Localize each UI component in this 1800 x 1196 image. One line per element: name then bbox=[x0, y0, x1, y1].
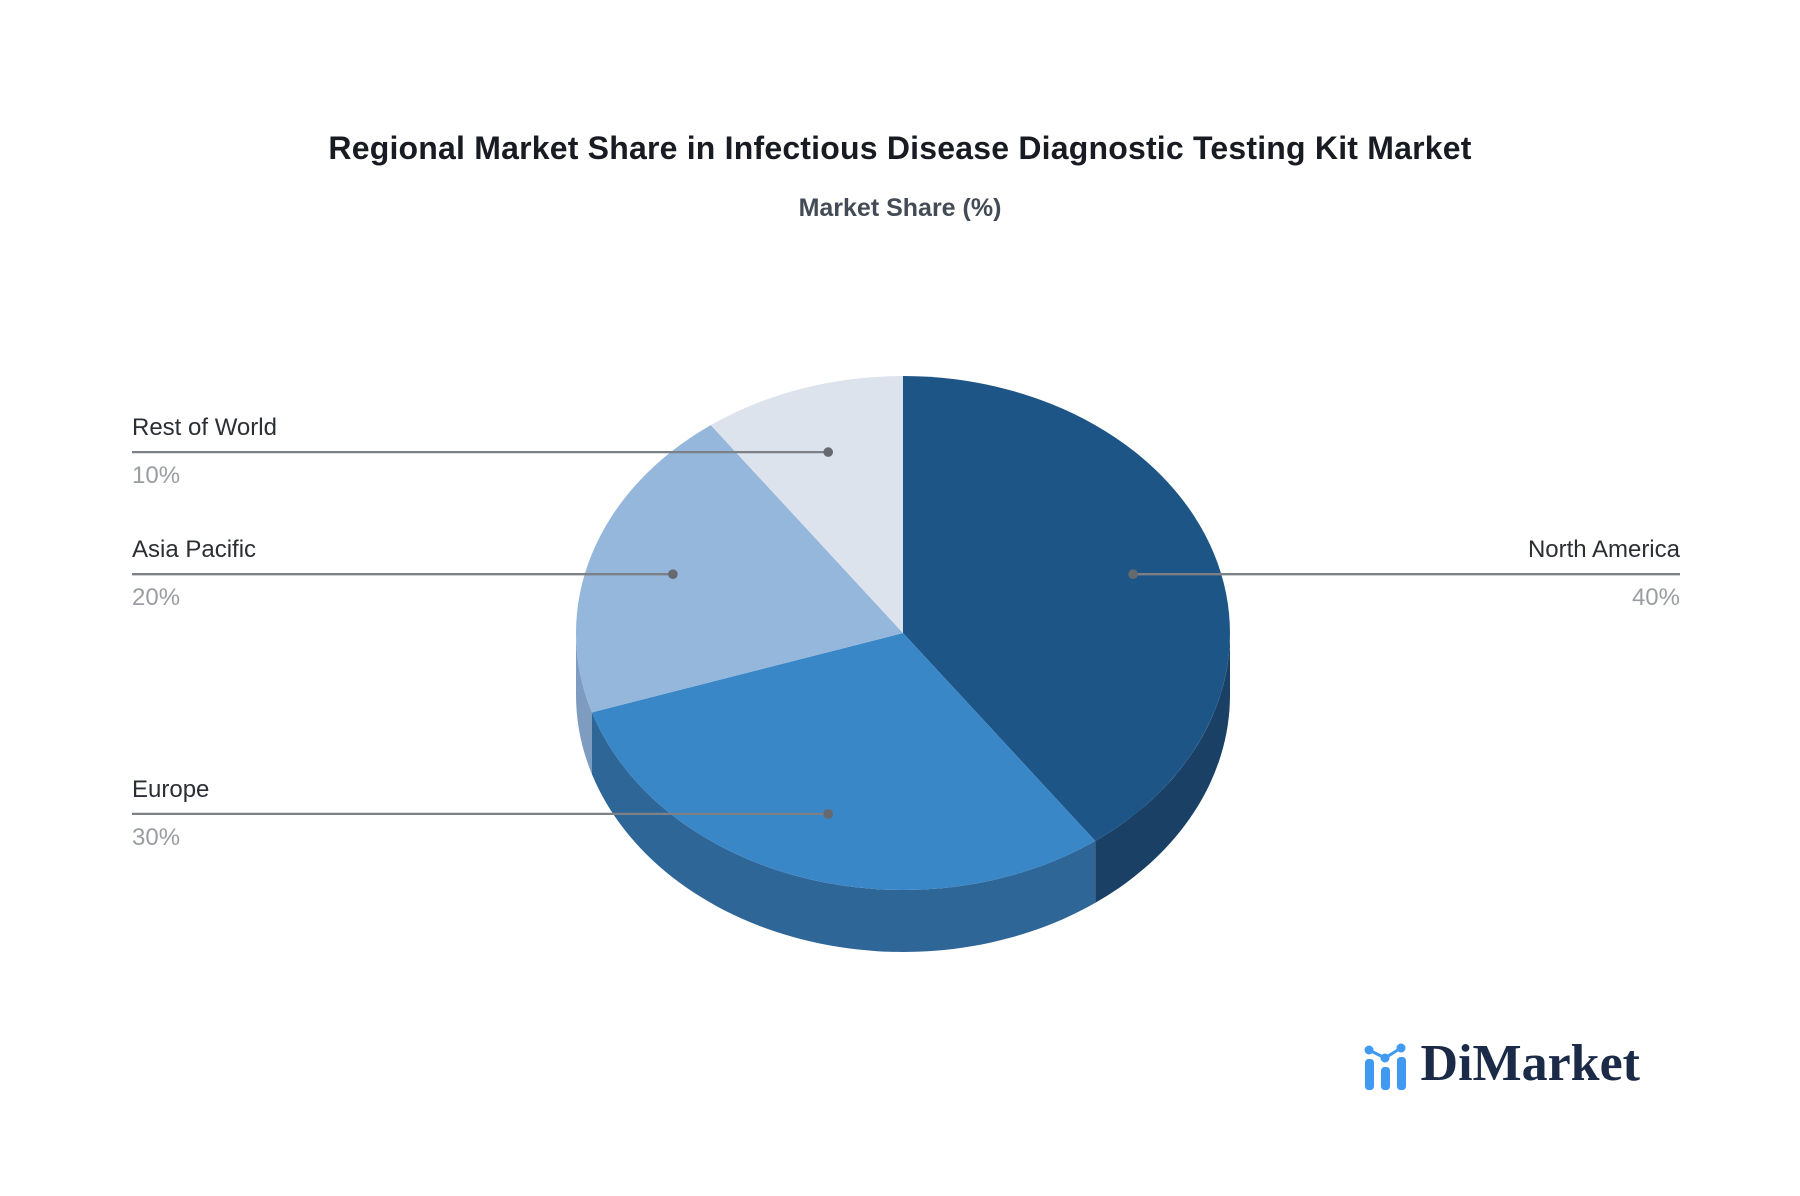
pie-slice-Rest of World bbox=[710, 376, 903, 633]
slice-label-rest-of-world: Rest of World bbox=[132, 414, 277, 441]
slice-label-europe: Europe bbox=[132, 776, 210, 803]
bar-line-chart-icon bbox=[1364, 1043, 1406, 1090]
slice-value-rest-of-world: 10% bbox=[132, 462, 181, 489]
pie-slice-Asia Pacific bbox=[576, 425, 903, 713]
pie-side-North America bbox=[1095, 633, 1230, 903]
chart-subtitle: Market Share (%) bbox=[798, 194, 1002, 222]
slice-value-europe: 30% bbox=[132, 824, 181, 851]
pie-slice-North America bbox=[903, 376, 1230, 841]
leader-dot-Europe bbox=[823, 809, 833, 819]
slice-value-asia-pacific: 20% bbox=[132, 584, 181, 611]
slice-value-north-america: 40% bbox=[1631, 584, 1680, 611]
pie-side-Asia Pacific bbox=[576, 633, 592, 775]
pie-side-Europe bbox=[592, 712, 1096, 952]
leader-dot-Asia Pacific bbox=[668, 569, 678, 579]
slice-label-north-america: North America bbox=[1527, 536, 1680, 563]
logo: DiMarket bbox=[1363, 1038, 1640, 1090]
pie-slice-Europe bbox=[592, 633, 1096, 890]
leader-dot-Rest of World bbox=[823, 447, 833, 457]
leader-dot-North America bbox=[1128, 569, 1138, 579]
chart-title: Regional Market Share in Infectious Dise… bbox=[328, 130, 1472, 166]
slice-label-asia-pacific: Asia Pacific bbox=[132, 536, 257, 563]
logo-text: DiMarket bbox=[1420, 1035, 1640, 1092]
